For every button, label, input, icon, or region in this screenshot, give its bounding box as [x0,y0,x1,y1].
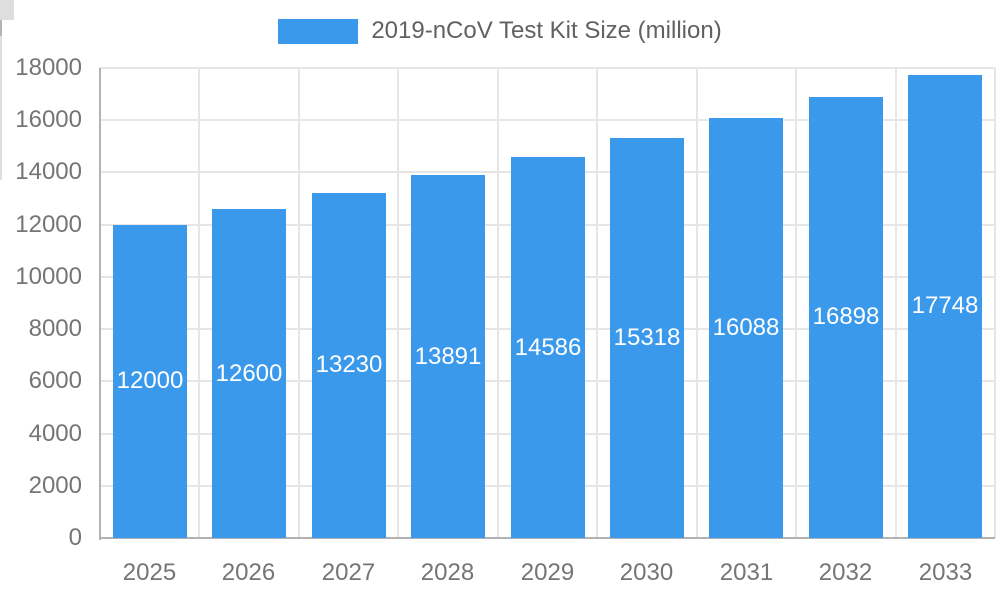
x-axis-tick [0,132,2,148]
legend: 2019-nCoV Test Kit Size (million) [0,14,1000,48]
y-axis-label: 6000 [28,367,82,395]
x-gridline [596,68,599,538]
bar-2029 [511,157,585,538]
x-axis-tick [0,52,2,68]
y-axis-label: 18000 [15,54,82,81]
y-axis-label: 2000 [28,471,82,499]
y-axis-label: 12000 [15,210,82,238]
bar-2031 [709,117,783,538]
y-axis-tick [0,4,14,6]
y-axis-tick [0,14,14,16]
bar-value-label: 14586 [514,334,582,361]
legend-label[interactable]: 2019-nCoV Test Kit Size (million) [371,17,722,44]
x-axis-tick [0,36,2,52]
x-axis-label: 2032 [818,559,873,586]
y-axis-tick [0,6,14,8]
x-axis-tick [0,20,2,36]
bar-value-label: 17748 [911,292,979,319]
x-axis-tick [0,148,2,164]
x-axis-tick [0,164,2,180]
bar-value-label: 13230 [315,351,383,378]
y-axis-label: 16000 [15,106,82,134]
y-axis-label: 8000 [28,315,82,343]
x-axis-label: 2030 [619,559,674,586]
bar-value-label: 16898 [812,303,880,330]
y-axis-tick [0,16,14,18]
x-gridline [994,68,996,538]
x-gridline [894,68,897,538]
y-axis-label: 4000 [28,419,82,447]
x-axis-tick [0,100,2,116]
bar-2027 [312,192,386,538]
y-axis-tick [0,8,14,10]
y-gridline [100,67,995,69]
y-axis-label: 0 [68,524,82,551]
y-axis-tick [0,12,14,14]
bar-2025 [113,224,187,538]
bar-value-label: 12600 [215,360,283,387]
x-axis-label: 2031 [719,559,774,586]
y-axis-tick [0,10,14,12]
y-axis-line [99,68,101,540]
x-axis-tick [0,116,2,132]
y-axis-tick [0,0,14,2]
x-axis-label: 2025 [122,559,177,586]
x-axis-tick [0,84,2,100]
y-axis-label: 10000 [15,262,82,290]
x-gridline [795,68,798,538]
bar-value-label: 15318 [613,324,681,351]
x-axis-label: 2029 [520,559,575,586]
x-gridline [198,68,201,538]
x-axis-label: 2028 [420,559,475,586]
bar-2032 [809,96,883,538]
y-axis-label: 14000 [15,158,82,186]
x-gridline [297,68,300,538]
bar-2028 [411,175,485,538]
y-axis-tick [0,2,14,4]
bar-value-label: 16088 [712,314,780,341]
y-axis-tick [0,18,14,20]
legend-swatch[interactable] [278,18,359,44]
bar-value-label: 13891 [414,343,482,370]
x-axis-label: 2027 [321,559,376,586]
bar-2033 [908,74,982,538]
x-axis-label: 2026 [221,559,276,586]
x-axis-label: 2033 [918,559,973,586]
x-gridline [695,68,698,538]
x-gridline [397,68,400,538]
x-gridline [496,68,499,538]
x-axis-tick [0,68,2,84]
bar-2030 [610,138,684,538]
bar-value-label: 12000 [116,367,184,394]
bar-2026 [212,209,286,538]
